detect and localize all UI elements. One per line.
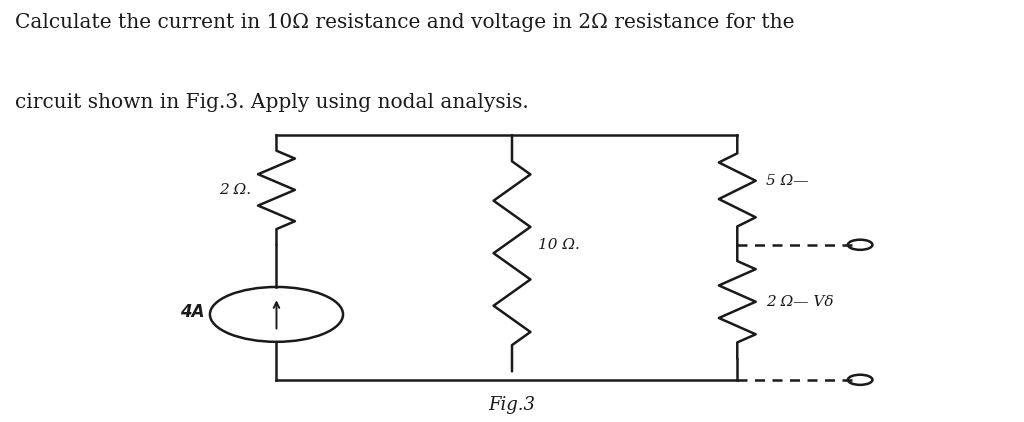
Text: Calculate the current in 10Ω resistance and voltage in 2Ω resistance for the: Calculate the current in 10Ω resistance … xyxy=(15,13,795,32)
Text: 2 Ω— Vδ: 2 Ω— Vδ xyxy=(766,295,834,309)
Text: 10 Ω.: 10 Ω. xyxy=(538,238,580,252)
Text: Fig.3: Fig.3 xyxy=(488,395,536,414)
Text: 2 Ω.: 2 Ω. xyxy=(219,183,251,197)
Text: 5 Ω—: 5 Ω— xyxy=(766,174,809,189)
Text: circuit shown in Fig.3. Apply using nodal analysis.: circuit shown in Fig.3. Apply using noda… xyxy=(15,93,529,112)
Text: 4A: 4A xyxy=(180,303,205,321)
